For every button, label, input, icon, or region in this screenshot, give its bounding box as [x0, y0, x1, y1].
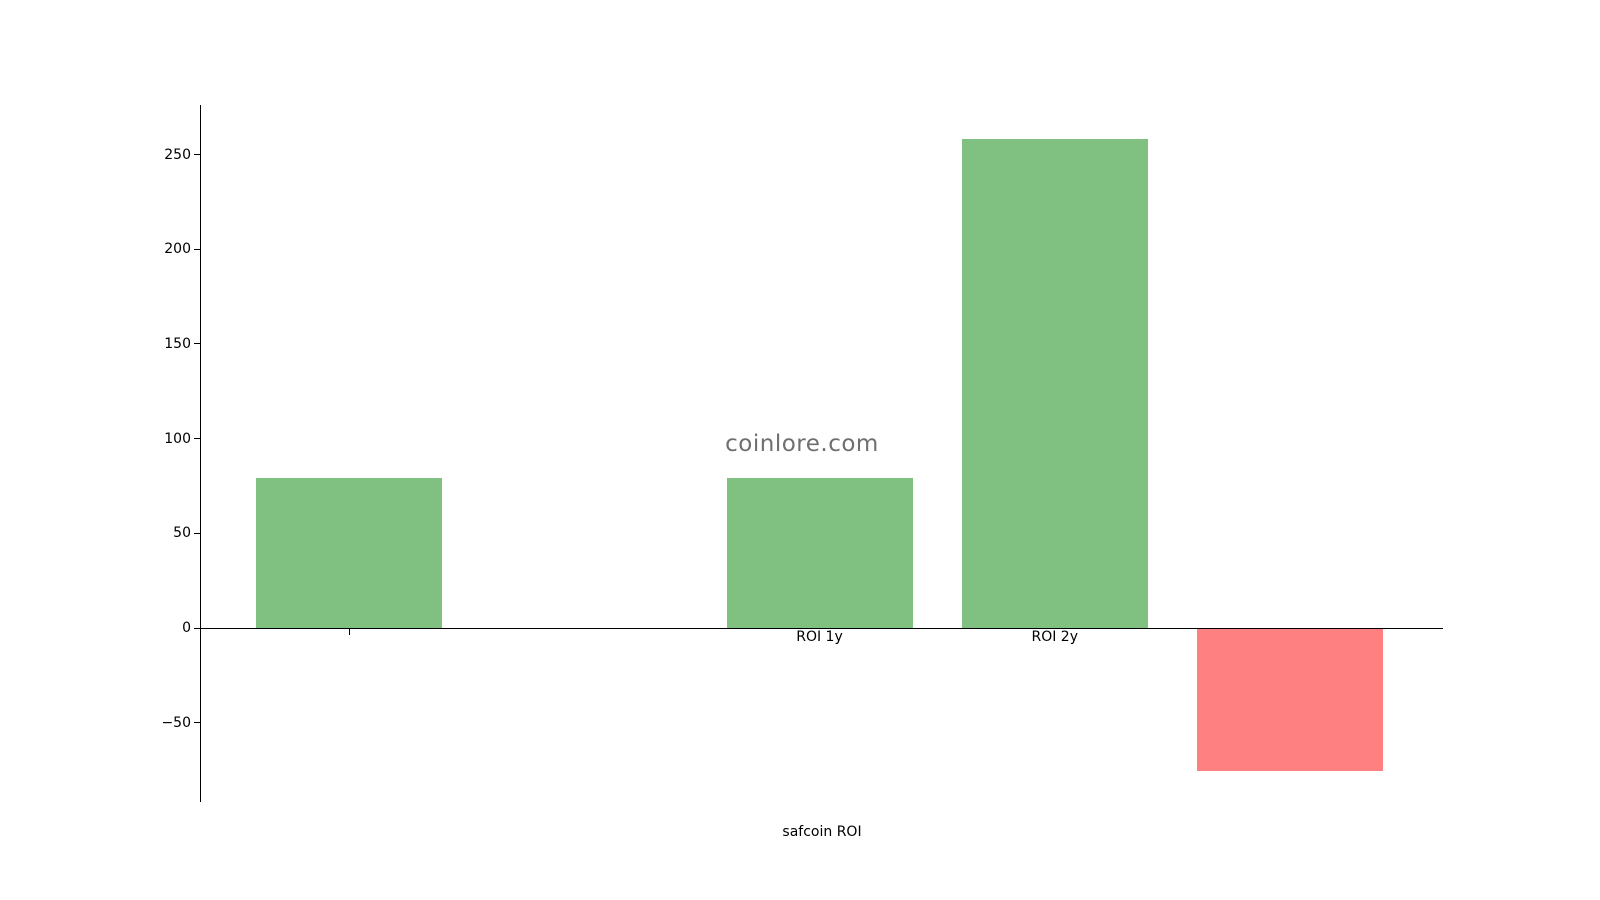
x-axis-title: safcoin ROI	[782, 824, 862, 840]
y-tick-label: 200	[164, 241, 191, 258]
bar-positive	[256, 478, 442, 628]
x-category-label: ROI 1y	[796, 629, 843, 645]
bar-positive	[961, 139, 1148, 628]
bar-negative	[1197, 629, 1383, 772]
x-category-label: ROI 2y	[1031, 629, 1079, 645]
y-tick-label: 250	[164, 146, 191, 163]
bar-positive	[726, 478, 913, 628]
x-axis-zero-line	[201, 627, 1443, 629]
y-tick-label: 50	[173, 525, 191, 542]
y-tick-mark	[194, 532, 200, 534]
y-tick-mark	[194, 343, 200, 345]
y-tick-label: 150	[164, 335, 191, 352]
y-tick-label: 0	[182, 620, 191, 636]
y-tick-mark	[194, 438, 200, 440]
x-tick-mark	[348, 628, 350, 635]
y-tick-mark	[194, 627, 200, 629]
y-tick-label: 100	[164, 430, 191, 447]
y-tick-mark	[194, 248, 200, 250]
y-tick-label: −50	[161, 714, 191, 731]
y-axis-spine	[200, 105, 201, 802]
watermark-text: coinlore.com	[725, 431, 879, 457]
y-tick-mark	[194, 154, 200, 155]
y-tick-mark	[194, 722, 200, 724]
